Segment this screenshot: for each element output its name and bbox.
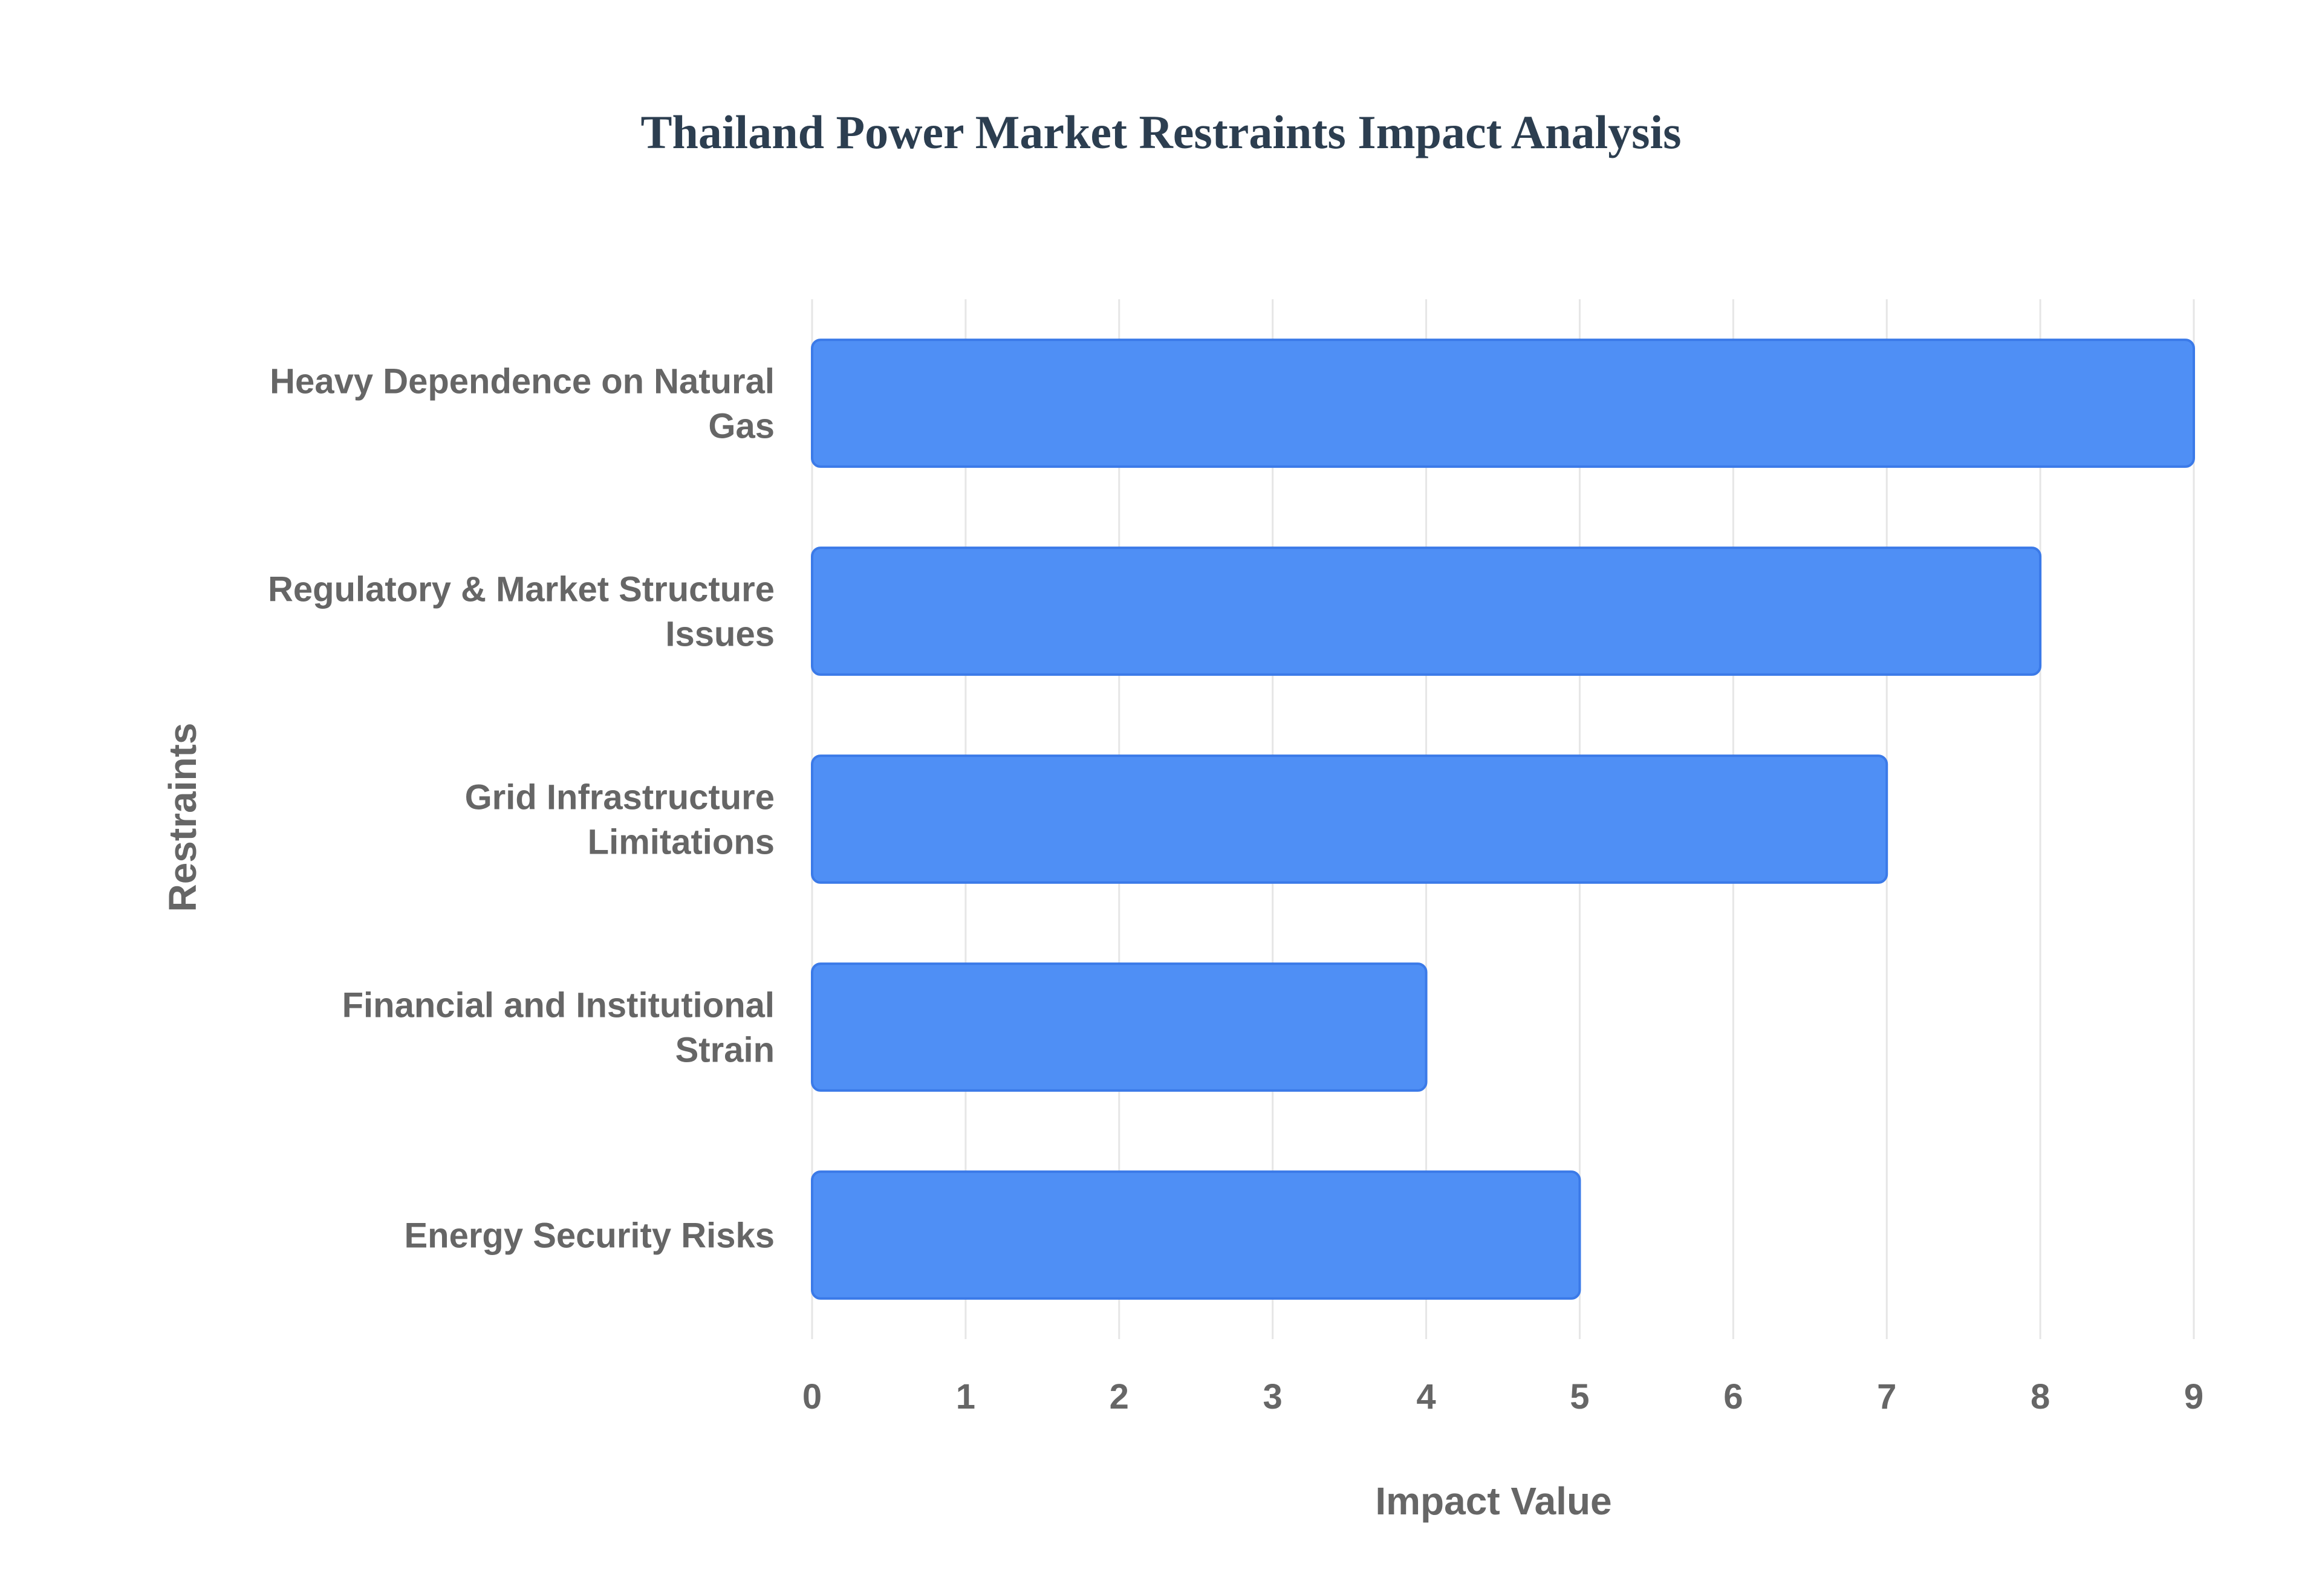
y-tick-label-line: Gas <box>708 406 775 446</box>
y-tick-label-line: Financial and Institutional <box>342 985 775 1025</box>
y-tick-label-line: Heavy Dependence on Natural <box>270 362 775 401</box>
x-tick-label: 9 <box>2184 1377 2203 1416</box>
bar[interactable] <box>811 547 2042 676</box>
y-tick-label: Heavy Dependence on Natural Gas <box>270 362 775 446</box>
x-tick-label: 1 <box>956 1377 975 1416</box>
x-tick-label: 0 <box>802 1377 822 1416</box>
y-tick-label: Grid Infrastructure Limitations <box>465 777 775 861</box>
bar[interactable] <box>811 754 1888 884</box>
x-tick-label: 6 <box>1723 1377 1743 1416</box>
x-tick-label: 4 <box>1416 1377 1436 1416</box>
y-axis-title: Restraints <box>161 723 204 912</box>
y-tick-label: Financial and Institutional Strain <box>342 985 775 1069</box>
y-tick-label: Regulatory & Market Structure Issues <box>268 569 775 654</box>
x-tick-label: 2 <box>1110 1377 1129 1416</box>
y-tick-label-line: Grid Infrastructure <box>465 777 775 817</box>
x-axis-tick-labels: 0 1 2 3 4 5 6 7 8 9 <box>802 1377 2203 1416</box>
x-tick-label: 7 <box>1877 1377 1896 1416</box>
y-tick-label-line: Regulatory & Market Structure <box>268 569 775 609</box>
y-tick-label-line: Strain <box>675 1030 775 1069</box>
bar[interactable] <box>811 339 2195 468</box>
bars <box>811 339 2195 1300</box>
x-tick-label: 3 <box>1263 1377 1283 1416</box>
x-tick-label: 8 <box>2031 1377 2050 1416</box>
bar[interactable] <box>811 962 1428 1092</box>
x-tick-label: 5 <box>1570 1377 1589 1416</box>
y-tick-label-line: Issues <box>665 614 775 654</box>
chart-title: Thailand Power Market Restraints Impact … <box>640 106 1681 158</box>
y-tick-label-line: Limitations <box>588 822 775 861</box>
bar[interactable] <box>811 1170 1581 1300</box>
x-axis-title: Impact Value <box>1375 1479 1611 1523</box>
y-tick-label-line: Energy Security Risks <box>404 1216 775 1255</box>
y-tick-label: Energy Security Risks <box>404 1216 775 1255</box>
y-axis-tick-labels: Heavy Dependence on Natural Gas Regulatory… <box>268 362 775 1255</box>
